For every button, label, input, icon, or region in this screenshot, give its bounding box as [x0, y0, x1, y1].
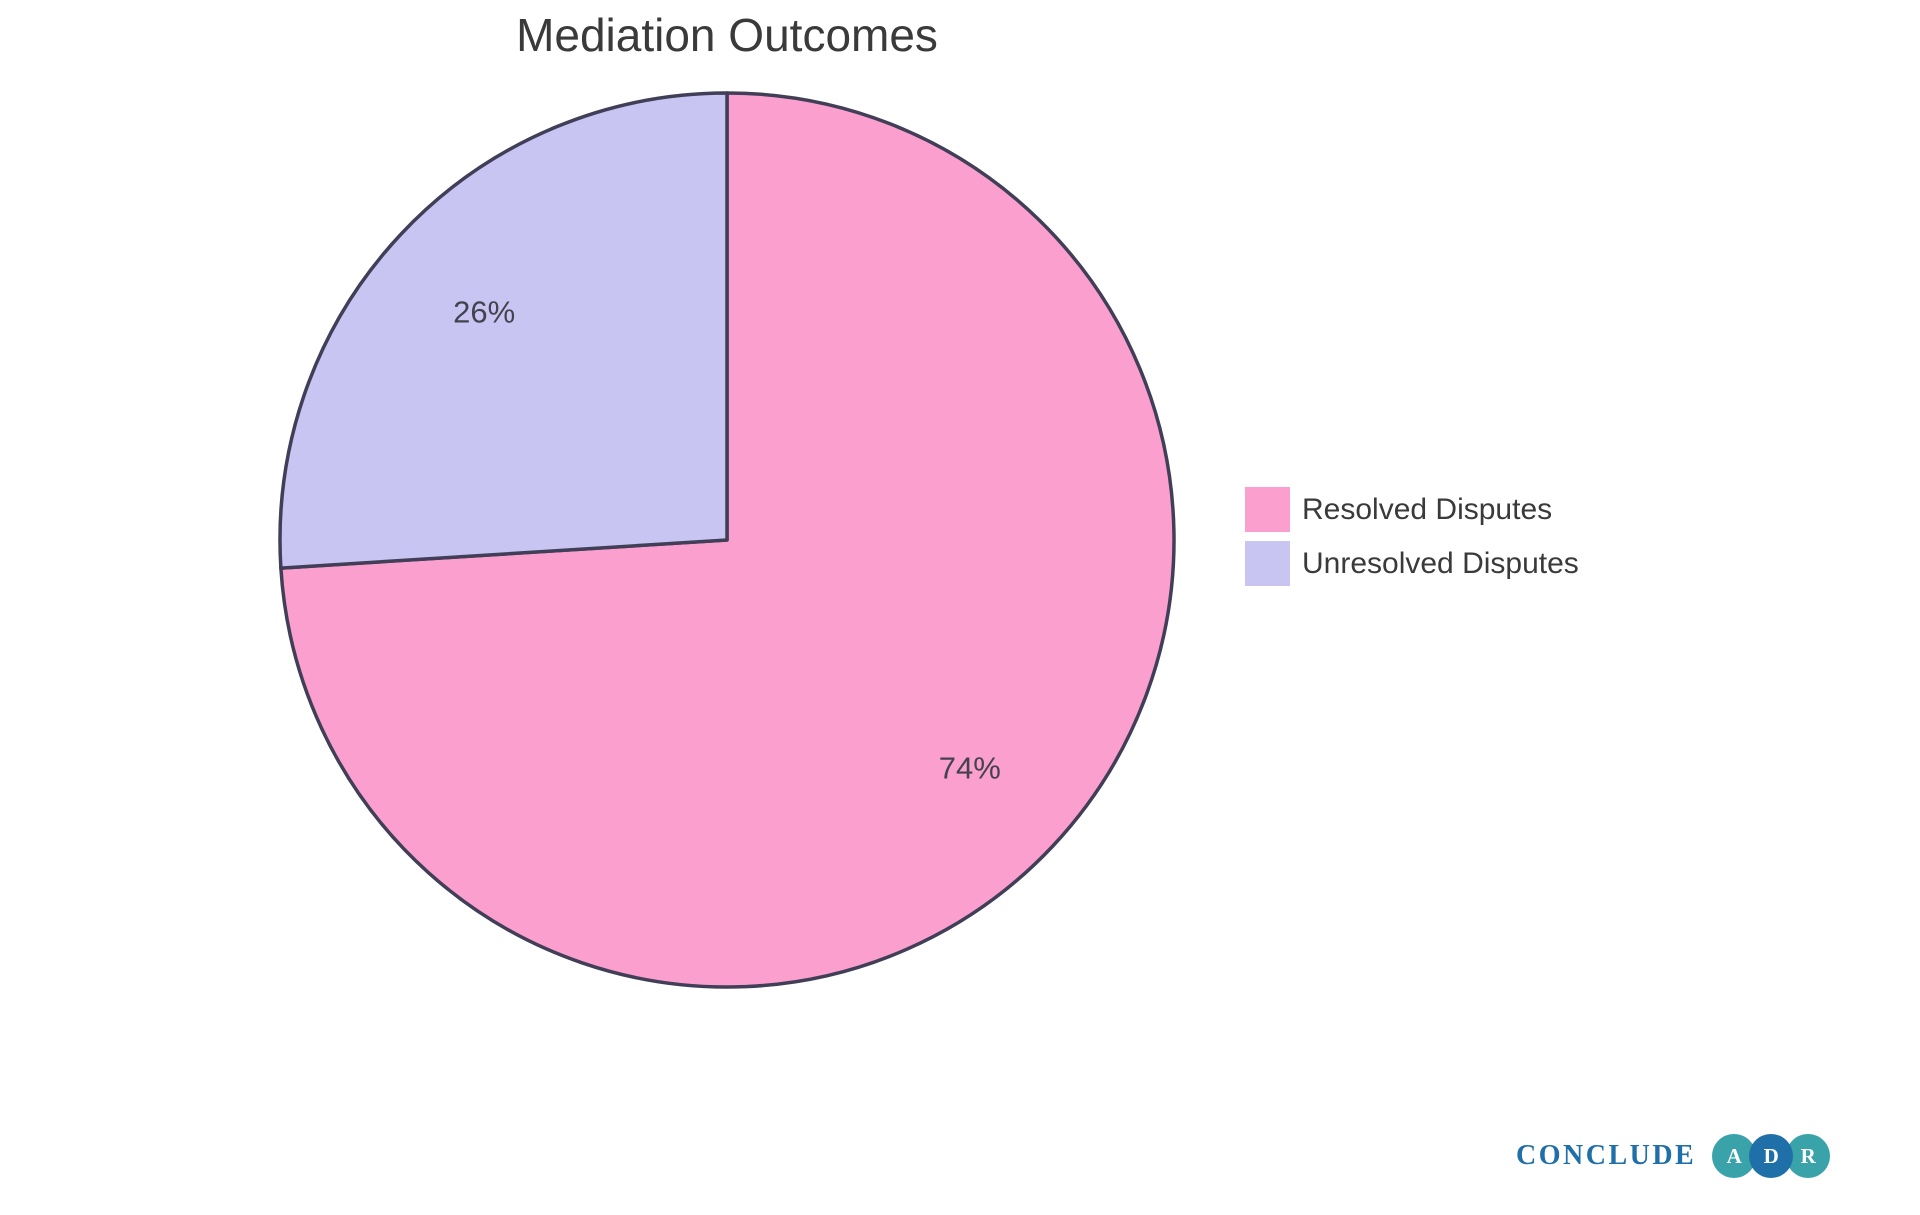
pie-value-label-0: 74% [939, 751, 1001, 786]
legend-label-resolved: Resolved Disputes [1302, 492, 1553, 526]
legend-swatch-resolved [1245, 487, 1290, 532]
legend-item-unresolved[interactable]: Unresolved Disputes [1245, 541, 1579, 586]
conclude-adr-logo[interactable]: CONCLUDE A D R [1516, 1134, 1831, 1178]
pie-slice-1[interactable] [278, 91, 729, 570]
legend-item-resolved[interactable]: Resolved Disputes [1245, 487, 1579, 532]
logo-badge-d-icon: D [1749, 1134, 1794, 1178]
chart-title: Mediation Outcomes [516, 9, 938, 61]
pie-value-label-1: 26% [453, 295, 515, 330]
legend-label-unresolved: Unresolved Disputes [1302, 546, 1579, 580]
logo-adr-badges: A D R [1712, 1134, 1831, 1178]
logo-badge-a-icon: A [1712, 1134, 1757, 1178]
logo-wordmark: CONCLUDE [1516, 1140, 1697, 1171]
legend-swatch-unresolved [1245, 541, 1290, 586]
logo-badge-r-icon: R [1786, 1134, 1831, 1178]
legend: Resolved Disputes Unresolved Disputes [1245, 487, 1579, 586]
